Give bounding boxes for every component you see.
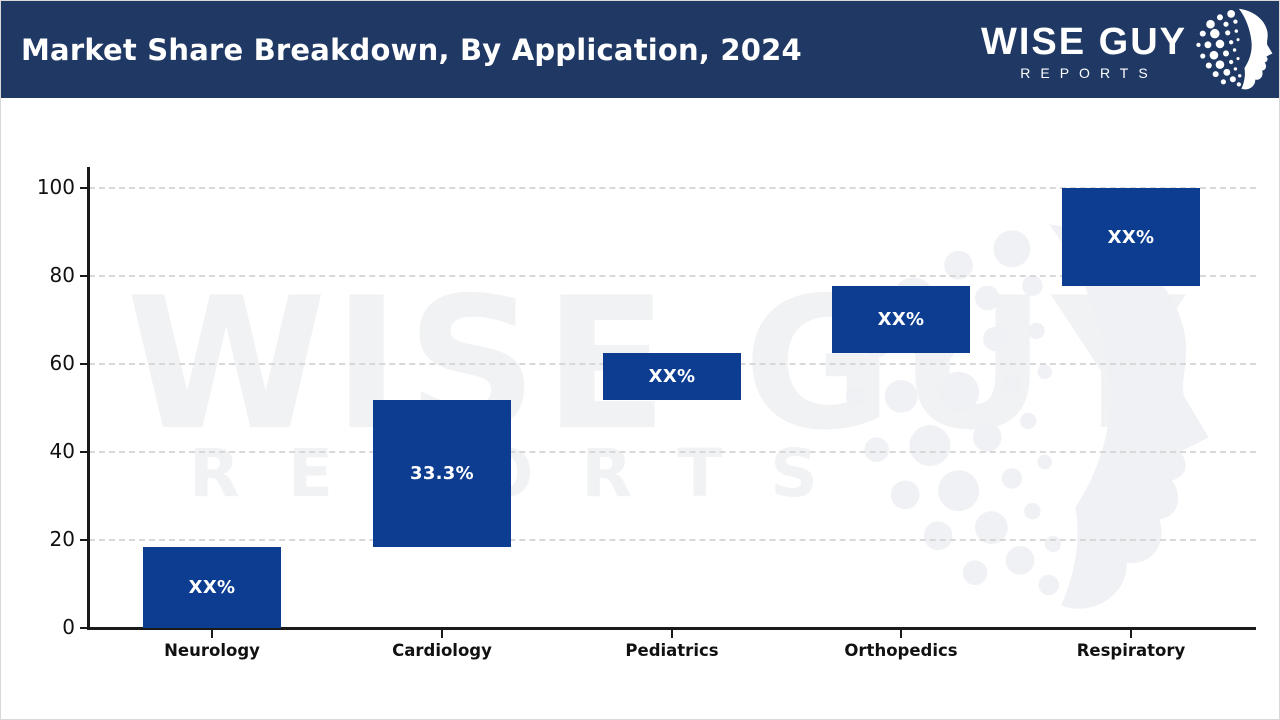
x-tick-neurology <box>211 630 213 638</box>
bar-neurology: XX% <box>143 546 281 628</box>
y-tick-80 <box>80 275 89 277</box>
y-tick-label-0: 0 <box>62 615 75 639</box>
x-category-label: Orthopedics <box>844 641 958 660</box>
wiseguy-logo: WISE GUY REPORTS <box>981 5 1275 95</box>
dotted-face-icon <box>1196 8 1273 90</box>
x-tick-cardiology <box>441 630 443 638</box>
x-axis-line <box>87 627 1256 630</box>
y-axis-line <box>87 167 90 630</box>
bar-value-label: 33.3% <box>410 462 474 484</box>
header: Market Share Breakdown, By Application, … <box>1 1 1279 98</box>
x-tick-pediatrics <box>671 630 673 638</box>
bar-pediatrics: XX% <box>603 352 741 401</box>
x-category-label: Pediatrics <box>625 641 719 660</box>
gridline-20 <box>89 539 1256 541</box>
page-title: Market Share Breakdown, By Application, … <box>21 32 802 67</box>
x-tick-respiratory <box>1130 630 1132 638</box>
y-tick-100 <box>80 187 89 189</box>
logo-name-text: WISE GUY <box>980 21 1187 64</box>
wiseguy-logo-text: WISE GUY REPORTS <box>980 21 1187 81</box>
y-tick-label-60: 60 <box>49 351 75 375</box>
y-tick-label-40: 40 <box>49 439 75 463</box>
gridline-40 <box>89 451 1256 453</box>
x-category-label: Cardiology <box>392 641 492 660</box>
y-tick-label-80: 80 <box>49 263 75 287</box>
gridline-100 <box>89 187 1256 189</box>
x-category-label: Neurology <box>164 641 260 660</box>
bar-value-label: XX% <box>648 365 696 387</box>
y-tick-0 <box>80 627 89 629</box>
y-tick-label-100: 100 <box>36 175 75 199</box>
x-tick-orthopedics <box>900 630 902 638</box>
y-tick-20 <box>80 539 89 541</box>
bar-value-label: XX% <box>877 308 925 330</box>
bar-value-label: XX% <box>188 576 236 598</box>
gridline-80 <box>89 275 1256 277</box>
bar-orthopedics: XX% <box>832 286 970 353</box>
y-tick-label-20: 20 <box>49 527 75 551</box>
logo-sub-text: REPORTS <box>1020 64 1158 81</box>
bar-cardiology: 33.3% <box>373 400 511 547</box>
y-tick-60 <box>80 363 89 365</box>
y-tick-40 <box>80 451 89 453</box>
x-category-label: Respiratory <box>1076 641 1186 660</box>
bar-value-label: XX% <box>1107 226 1155 248</box>
bar-respiratory: XX% <box>1062 188 1200 287</box>
